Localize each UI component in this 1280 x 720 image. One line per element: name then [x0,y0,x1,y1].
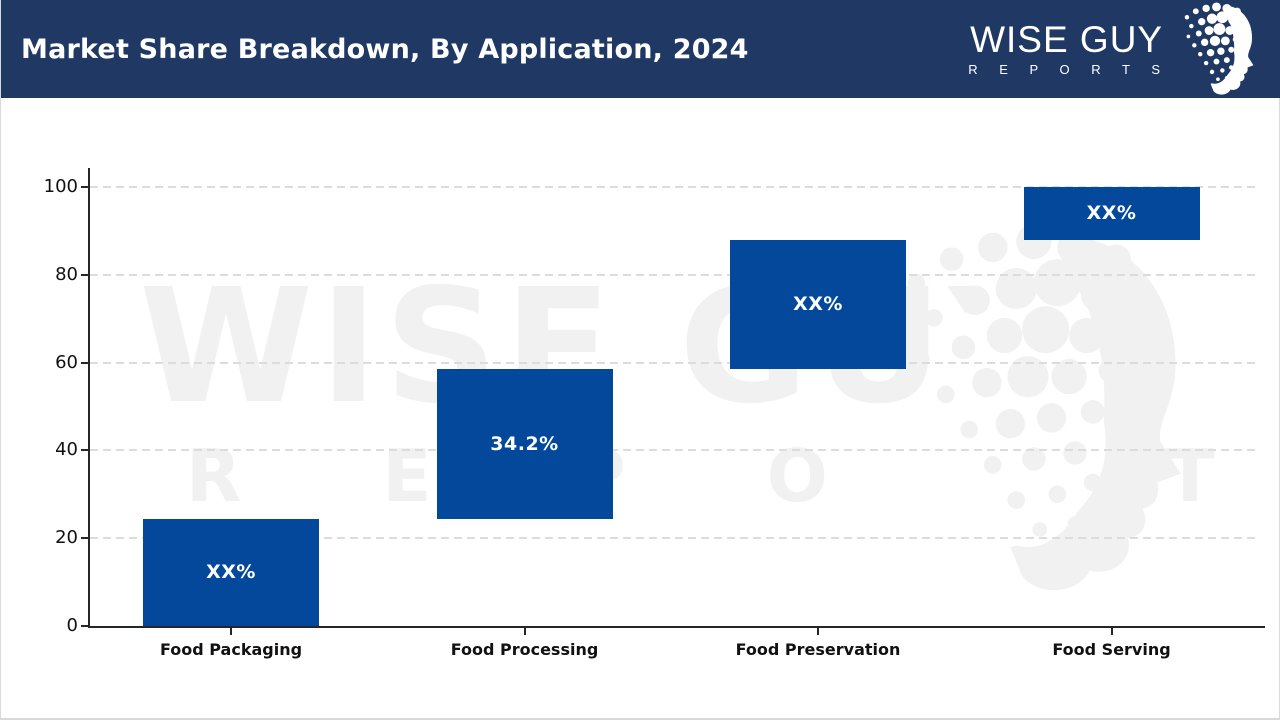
gridline-80 [90,273,1259,276]
x-axis-tick [817,628,819,635]
y-tick-label: 20 [55,527,78,549]
bar-value-label: XX% [206,561,256,584]
y-axis-line [88,168,90,628]
y-axis-tick [81,537,88,540]
x-axis-label-food-processing: Food Processing [450,640,599,659]
wiseguy-head-icon [1171,1,1259,97]
bar-value-label: 34.2% [490,432,559,455]
x-axis-label-food-packaging: Food Packaging [159,640,303,659]
gridline-40 [90,449,1259,452]
y-tick-label: 40 [55,439,78,461]
y-tick-label: 80 [55,263,78,285]
y-tick-label: 60 [55,351,78,373]
page-title: Market Share Breakdown, By Application, … [21,33,749,65]
x-axis-label-food-preservation: Food Preservation [735,640,901,659]
brand-logo: WISE GUY R E P O R T S [964,1,1259,97]
gridline-20 [90,537,1259,540]
gridline-100 [90,186,1259,188]
header-bar: Market Share Breakdown, By Application, … [1,0,1280,98]
gridline-60 [90,361,1259,364]
y-axis-tick [81,625,88,627]
y-axis-tick [81,361,88,364]
bar-value-label: XX% [793,293,843,316]
bar-value-label: XX% [1086,202,1137,225]
y-axis-tick [81,449,88,452]
bar-food-processing: 34.2% [436,368,613,519]
y-tick-label: 100 [43,176,78,197]
y-axis-tick [81,273,88,276]
bar-food-preservation: XX% [730,240,906,369]
x-axis-tick [1110,628,1113,635]
y-tick-label: 0 [66,615,78,636]
bar-food-packaging: XX% [143,518,319,626]
brand-wordmark: WISE GUY R E P O R T S [964,21,1169,77]
brand-name: WISE GUY [970,19,1164,60]
y-axis-tick [81,186,88,188]
x-axis-line [88,626,1265,628]
x-axis-tick [230,628,232,635]
brand-subname: R E P O R T S [968,62,1169,77]
x-axis-tick [523,628,526,635]
bar-food-serving: XX% [1023,186,1200,241]
x-axis-label-food-serving: Food Serving [1052,640,1171,659]
